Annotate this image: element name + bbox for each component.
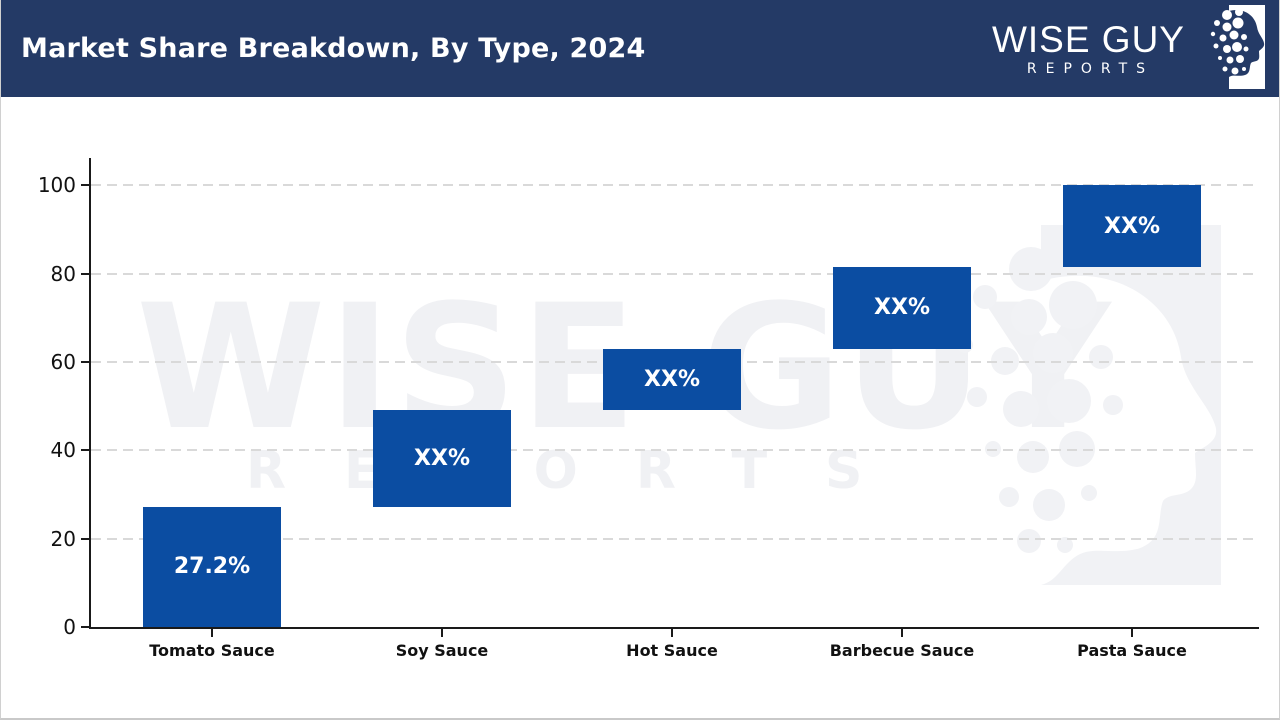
bar-pasta-sauce: XX% [1063, 185, 1201, 267]
y-axis-label-80: 80 [50, 261, 76, 286]
y-axis-label-100: 100 [37, 173, 76, 198]
y-axis-label-20: 20 [50, 526, 76, 551]
x-axis-tick-2 [671, 629, 673, 637]
gridline-20 [91, 537, 1259, 540]
wise-guy-logo: WISE GUY REPORTS [992, 4, 1265, 93]
y-axis-tick-0 [81, 626, 90, 628]
logo-head-icon [1187, 4, 1265, 93]
bar-value-label: 27.2% [173, 554, 251, 580]
x-axis-tick-3 [901, 629, 903, 637]
gridline-80 [91, 272, 1259, 275]
bar-tomato-sauce: 27.2% [143, 506, 281, 627]
x-axis-tick-1 [441, 629, 443, 637]
category-label-4: Pasta Sauce [1077, 641, 1187, 660]
watermark-text-reports: REPORTS [246, 441, 921, 501]
gridline-100 [91, 184, 1259, 187]
x-axis-tick-0 [211, 629, 213, 637]
x-axis-line [89, 627, 1259, 629]
bar-value-label: XX% [414, 445, 470, 471]
bar-value-label: XX% [644, 366, 700, 392]
bar-value-label: XX% [874, 295, 930, 321]
category-label-3: Barbecue Sauce [829, 641, 975, 660]
y-axis-tick-40 [81, 449, 90, 452]
bar-soy-sauce: XX% [373, 409, 511, 507]
y-axis-tick-20 [81, 537, 90, 540]
y-axis-tick-100 [81, 184, 90, 187]
y-axis-tick-60 [81, 360, 90, 363]
logo-line1: WISE GUY [991, 18, 1185, 60]
y-axis-line [89, 158, 91, 629]
category-label-0: Tomato Sauce [149, 641, 275, 660]
logo-text: WISE GUY REPORTS [992, 21, 1185, 77]
logo-line2: REPORTS [1026, 60, 1155, 77]
y-axis-label-40: 40 [50, 438, 76, 463]
bar-barbecue-sauce: XX% [833, 266, 971, 349]
page-title: Market Share Breakdown, By Type, 2024 [21, 33, 646, 64]
y-axis-tick-80 [81, 272, 90, 275]
category-label-1: Soy Sauce [395, 641, 489, 660]
gridline-40 [91, 449, 1259, 452]
y-axis-label-0: 0 [63, 615, 76, 639]
category-label-2: Hot Sauce [626, 641, 718, 660]
y-axis-label-60: 60 [50, 349, 76, 374]
x-axis-tick-4 [1131, 629, 1133, 637]
bar-hot-sauce: XX% [603, 348, 741, 410]
bar-value-label: XX% [1104, 213, 1160, 239]
header-bar: Market Share Breakdown, By Type, 2024 WI… [1, 0, 1279, 97]
